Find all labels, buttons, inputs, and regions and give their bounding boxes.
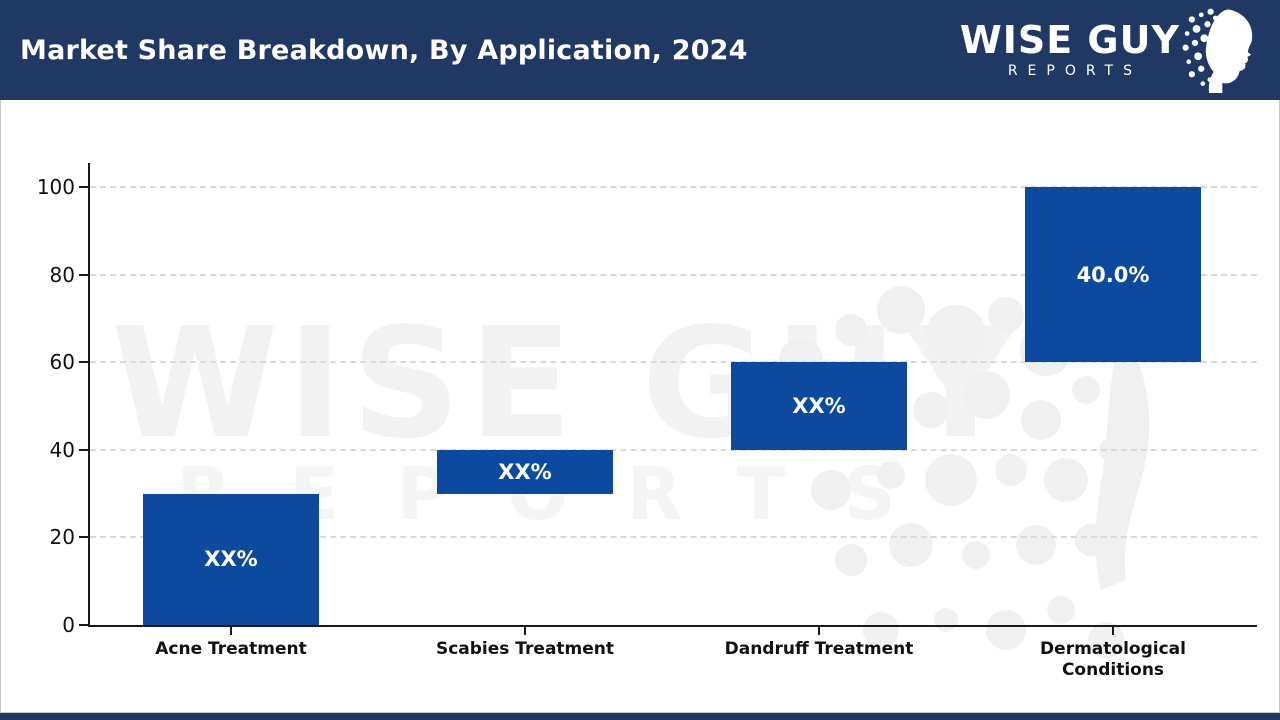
header-bar: Market Share Breakdown, By Application, … xyxy=(0,0,1280,100)
bar-value-label: XX% xyxy=(204,547,258,572)
x-axis-label: Scabies Treatment xyxy=(435,639,615,659)
y-tick-mark xyxy=(79,536,88,539)
bar-value-label: XX% xyxy=(792,393,846,418)
x-axis-label: Acne Treatment xyxy=(155,639,307,659)
y-tick-mark xyxy=(79,361,88,364)
brand-logo: WISE GUY REPORTS xyxy=(960,7,1280,93)
x-tick-mark xyxy=(230,627,232,635)
gridline-40 xyxy=(90,448,1257,451)
gridline-100 xyxy=(90,186,1257,188)
x-tick-mark xyxy=(524,627,526,635)
y-tick-mark xyxy=(79,186,88,188)
page-title: Market Share Breakdown, By Application, … xyxy=(20,34,748,66)
watermark-face-dots xyxy=(779,286,1150,658)
y-axis-tick-label: 100 xyxy=(36,175,75,199)
y-axis-tick-label: 0 xyxy=(62,613,75,637)
bar-scabies-treatment: XX% xyxy=(437,449,613,494)
y-axis-tick-label: 60 xyxy=(49,350,75,375)
brand-name: WISE GUY xyxy=(959,18,1180,63)
y-axis-tick-label: 40 xyxy=(49,437,75,462)
x-axis-label: Dandruff Treatment xyxy=(724,639,914,659)
bar-value-label: 40.0% xyxy=(1076,262,1150,287)
bar-dermatological-conditions: 40.0% xyxy=(1025,187,1201,363)
gridline-80 xyxy=(90,273,1257,276)
y-axis-line xyxy=(88,163,90,627)
gridline-60 xyxy=(90,361,1257,364)
bar-acne-treatment: XX% xyxy=(143,493,319,625)
y-axis-tick-label: 20 xyxy=(49,525,75,550)
y-tick-mark xyxy=(79,448,88,451)
brand-face-icon xyxy=(1182,8,1253,93)
bar-dandruff-treatment: XX% xyxy=(731,362,907,450)
x-tick-mark xyxy=(1112,627,1114,635)
gridline-20 xyxy=(90,536,1257,539)
y-tick-mark xyxy=(79,273,88,276)
footer-bar xyxy=(0,713,1280,720)
brand-logo-text: WISE GUY REPORTS xyxy=(959,18,1180,79)
brand-subtitle: REPORTS xyxy=(1007,62,1142,79)
bar-value-label: XX% xyxy=(498,459,552,484)
y-axis-tick-label: 80 xyxy=(49,262,75,287)
y-tick-mark xyxy=(79,624,88,626)
chart-canvas: WISE GUY REPORTS 0 20 40 60 80 100 XX% Acne Tre… xyxy=(0,100,1280,713)
x-axis-line xyxy=(88,625,1257,627)
x-tick-mark xyxy=(818,627,820,635)
x-axis-label: Dermatological Conditions xyxy=(1040,639,1186,681)
